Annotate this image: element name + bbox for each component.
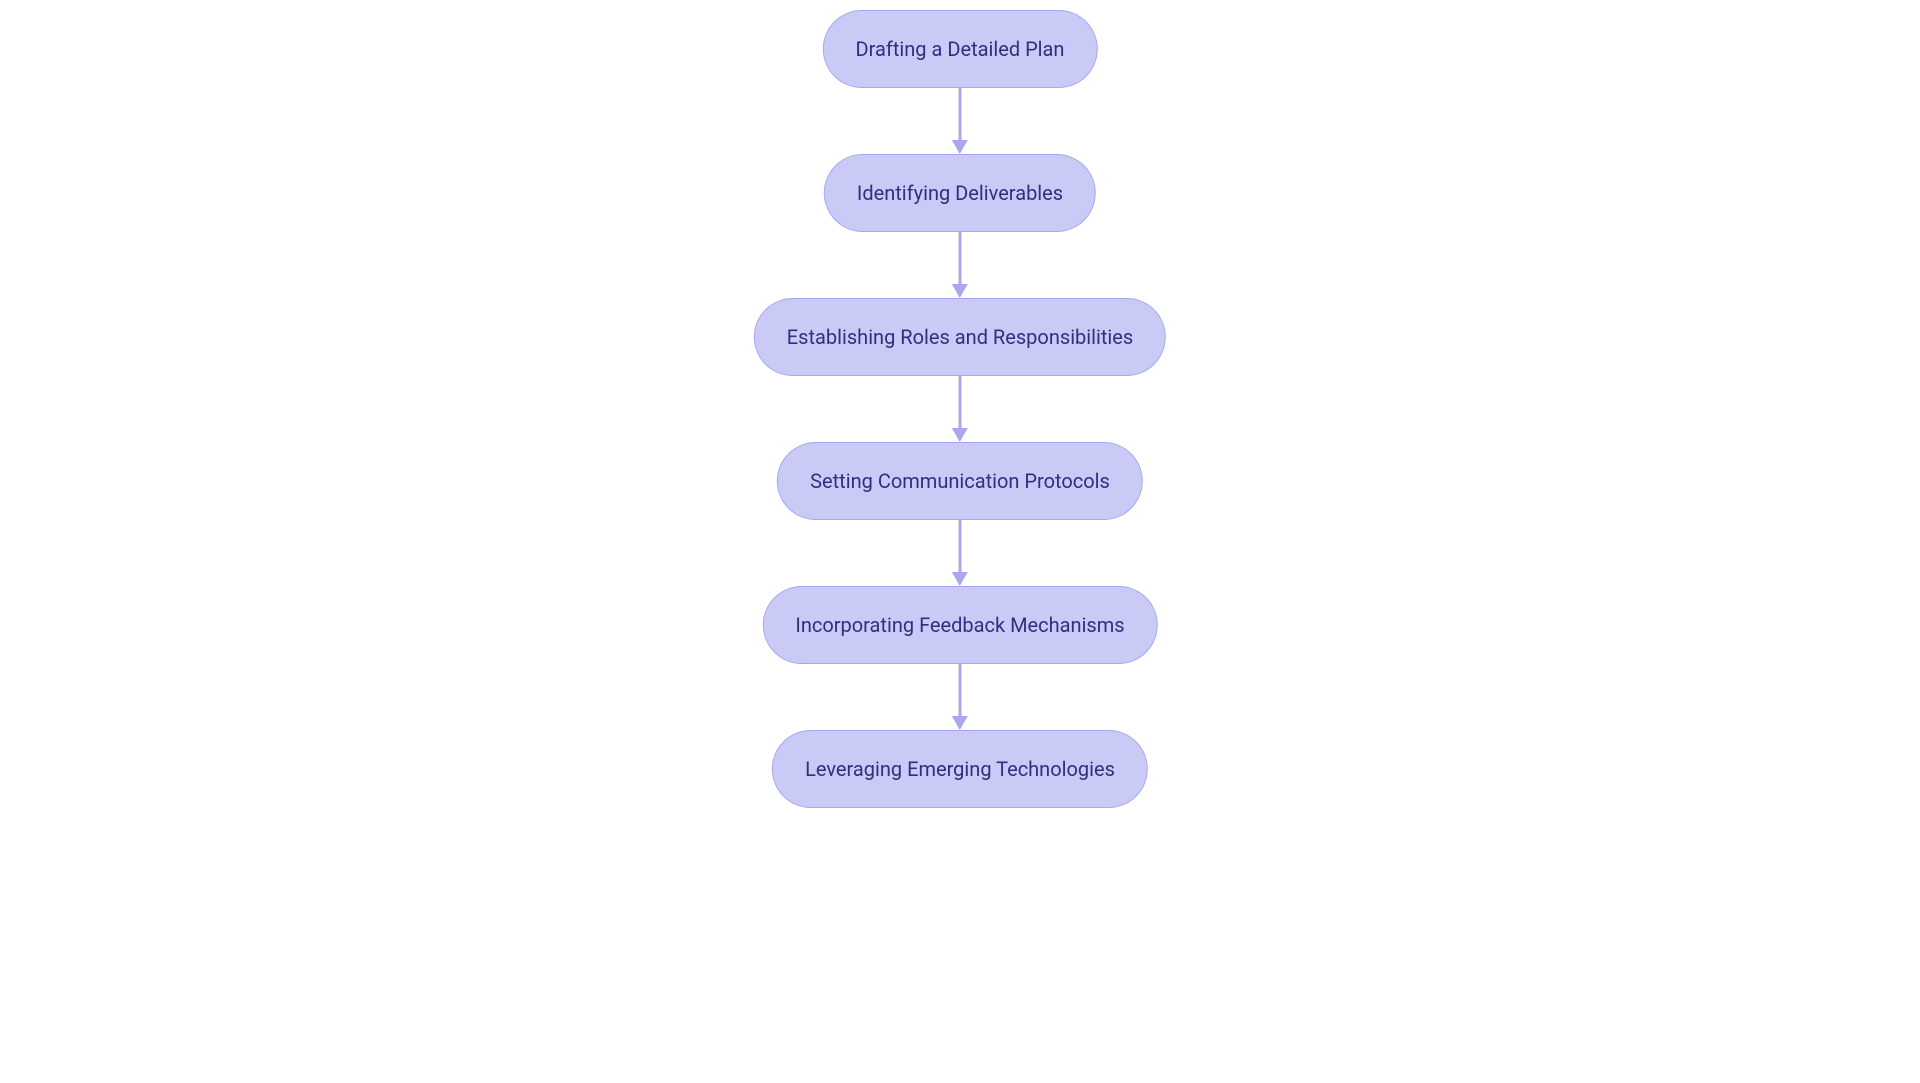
- arrow-line-icon: [959, 664, 962, 718]
- arrow-line-icon: [959, 232, 962, 286]
- flow-arrow-5: [959, 664, 962, 730]
- flow-node-2-label: Identifying Deliverables: [857, 181, 1063, 205]
- flow-node-6: Leveraging Emerging Technologies: [772, 730, 1148, 808]
- flow-arrow-3: [959, 376, 962, 442]
- flow-node-2: Identifying Deliverables: [824, 154, 1096, 232]
- flow-node-5-label: Incorporating Feedback Mechanisms: [795, 613, 1124, 637]
- arrow-head-icon: [952, 716, 968, 730]
- arrow-line-icon: [959, 376, 962, 430]
- flow-node-4-label: Setting Communication Protocols: [810, 469, 1110, 493]
- flow-arrow-4: [959, 520, 962, 586]
- flow-arrow-2: [959, 232, 962, 298]
- arrow-head-icon: [952, 284, 968, 298]
- arrow-head-icon: [952, 572, 968, 586]
- flow-arrow-1: [959, 88, 962, 154]
- arrow-head-icon: [952, 428, 968, 442]
- flow-node-1: Drafting a Detailed Plan: [823, 10, 1098, 88]
- flow-node-4: Setting Communication Protocols: [777, 442, 1143, 520]
- flow-node-6-label: Leveraging Emerging Technologies: [805, 757, 1115, 781]
- arrow-line-icon: [959, 88, 962, 142]
- arrow-head-icon: [952, 140, 968, 154]
- flow-node-5: Incorporating Feedback Mechanisms: [762, 586, 1157, 664]
- flow-node-3-label: Establishing Roles and Responsibilities: [787, 325, 1133, 349]
- flowchart-container: Drafting a Detailed Plan Identifying Del…: [754, 10, 1166, 808]
- flow-node-1-label: Drafting a Detailed Plan: [856, 37, 1065, 61]
- flow-node-3: Establishing Roles and Responsibilities: [754, 298, 1166, 376]
- arrow-line-icon: [959, 520, 962, 574]
